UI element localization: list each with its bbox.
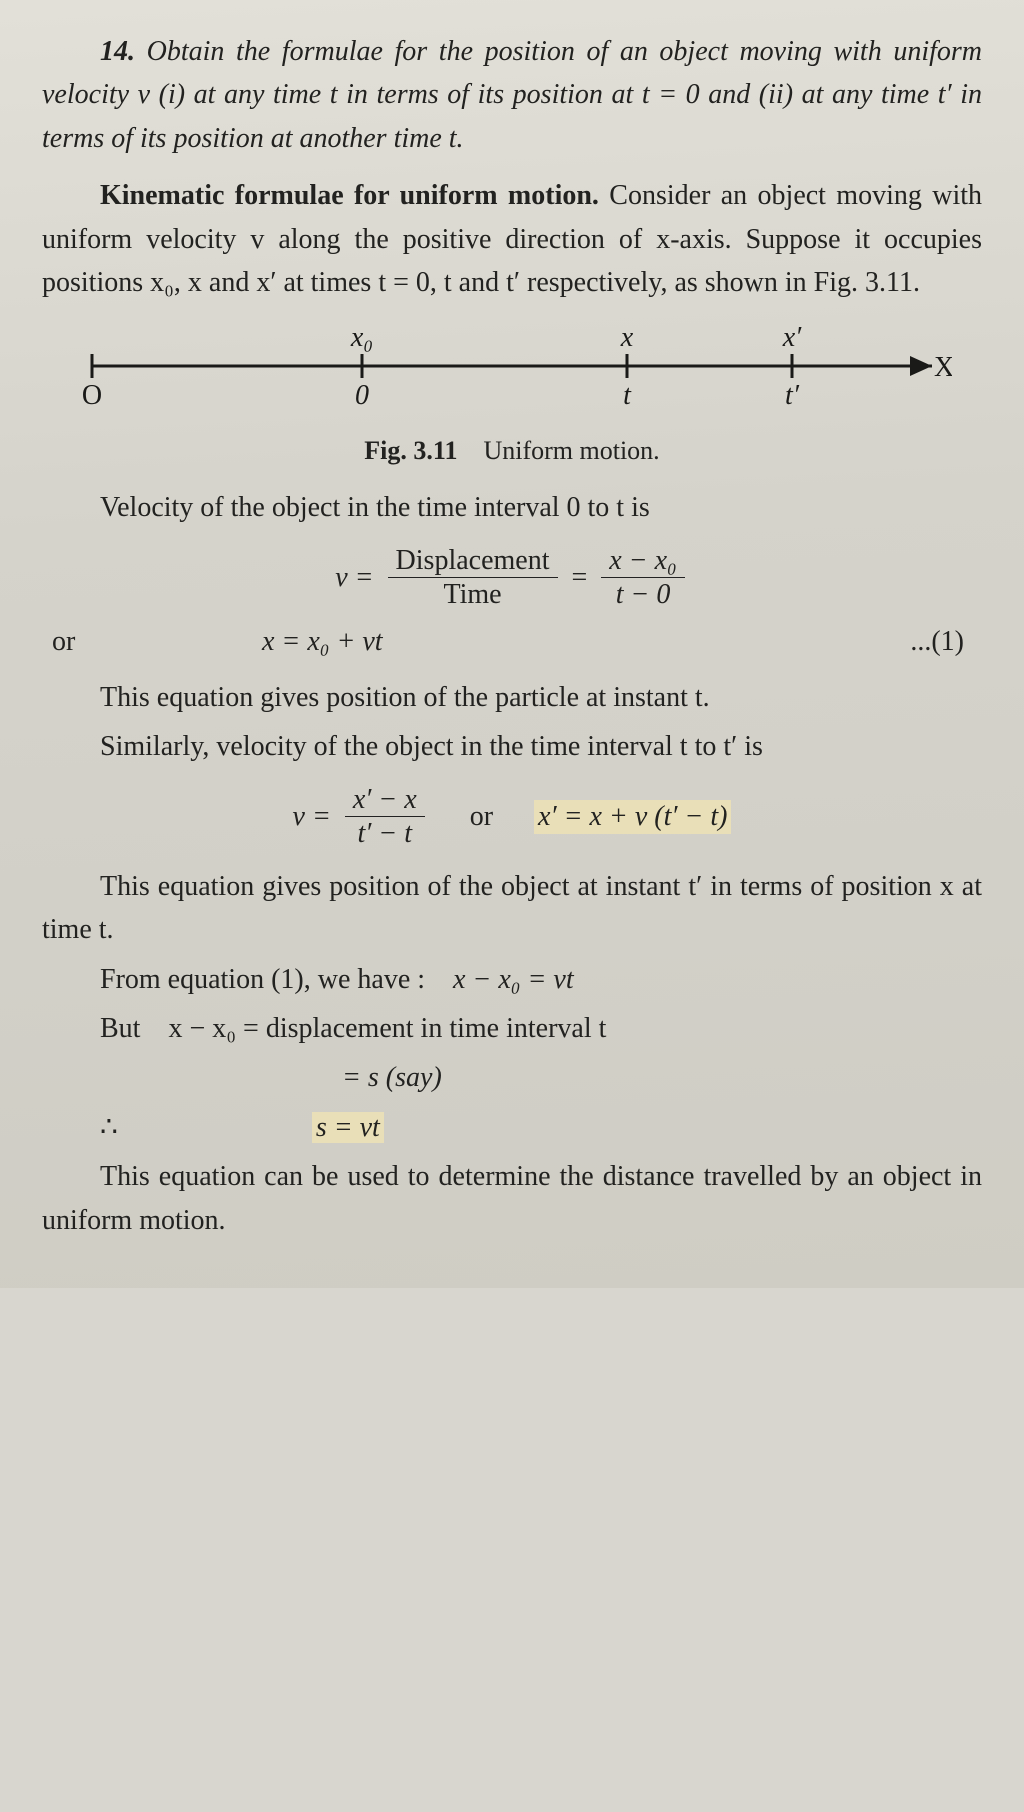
svg-text:x: x [620,326,634,353]
p7: ∴ s = vt [42,1106,982,1149]
p6-a: But [100,1013,140,1044]
p5-b: x − x₀ = vt [453,964,574,995]
p6-b: x − x₀ = displacement in time interval t [168,1013,606,1044]
eq1-frac2: x − x₀ t − 0 [601,544,684,612]
eq2-lead: or [42,626,262,658]
eq1-lhs: v = [335,561,373,595]
figure-3-11: Xx₀ 0 xt x′ t′ O Fig. 3.11 Uniform motion. [72,326,952,466]
p2: This equation gives position of the part… [42,676,982,719]
p3: Similarly, velocity of the object in the… [42,725,982,768]
p7-a: ∴ [100,1112,118,1143]
p6c: = s (say) [42,1056,982,1099]
svg-text:X: X [934,352,952,383]
eq2-eq: x = x₀ + vt [262,626,874,658]
eq3-lhs: v = [293,800,331,834]
eq-velocity-t-tprime: v = x′ − x t′ − t or x′ = x + v (t′ − t) [42,783,982,851]
eq1-mid: = [572,561,588,595]
number-line-svg: Xx₀ 0 xt x′ t′ O [72,326,952,416]
svg-text:0: 0 [355,380,369,411]
p8: This equation can be used to determine t… [42,1155,982,1242]
question-text: 14. Obtain the formulae for the position… [42,30,982,160]
question-number: 14. [100,36,135,67]
figure-label: Fig. 3.11 [364,436,457,465]
intro-para: Kinematic formulae for uniform motion. C… [42,174,982,304]
svg-text:t: t [623,380,632,411]
p7-b: s = vt [312,1112,384,1143]
eq1-frac1: Displacement Time [388,544,558,612]
svg-text:t′: t′ [785,380,800,411]
question-body: Obtain the formulae for the position of … [42,36,982,154]
p5-a: From equation (1), we have : [100,964,425,995]
p5: From equation (1), we have : x − x₀ = vt [42,958,982,1001]
svg-text:O: O [82,380,102,411]
s1: Velocity of the object in the time inter… [42,486,982,529]
eq-position-t: or x = x₀ + vt ...(1) [42,626,982,658]
p6-c: = s (say) [342,1062,442,1093]
eq3-frac: x′ − x t′ − t [345,783,425,851]
eq2-tag: ...(1) [874,626,982,658]
figure-caption-text: Uniform motion. [483,436,659,465]
eq3-mid: or [470,800,493,834]
eq3-rhs: x′ = x + v (t′ − t) [534,800,731,834]
p4: This equation gives position of the obje… [42,865,982,952]
svg-text:x′: x′ [782,326,802,353]
svg-text:x₀: x₀ [350,326,373,353]
figure-caption: Fig. 3.11 Uniform motion. [72,436,952,466]
p6: But x − x₀ = displacement in time interv… [42,1007,982,1050]
intro-heading: Kinematic formulae for uniform motion. [100,180,599,211]
eq-velocity-def: v = Displacement Time = x − x₀ t − 0 [42,544,982,612]
